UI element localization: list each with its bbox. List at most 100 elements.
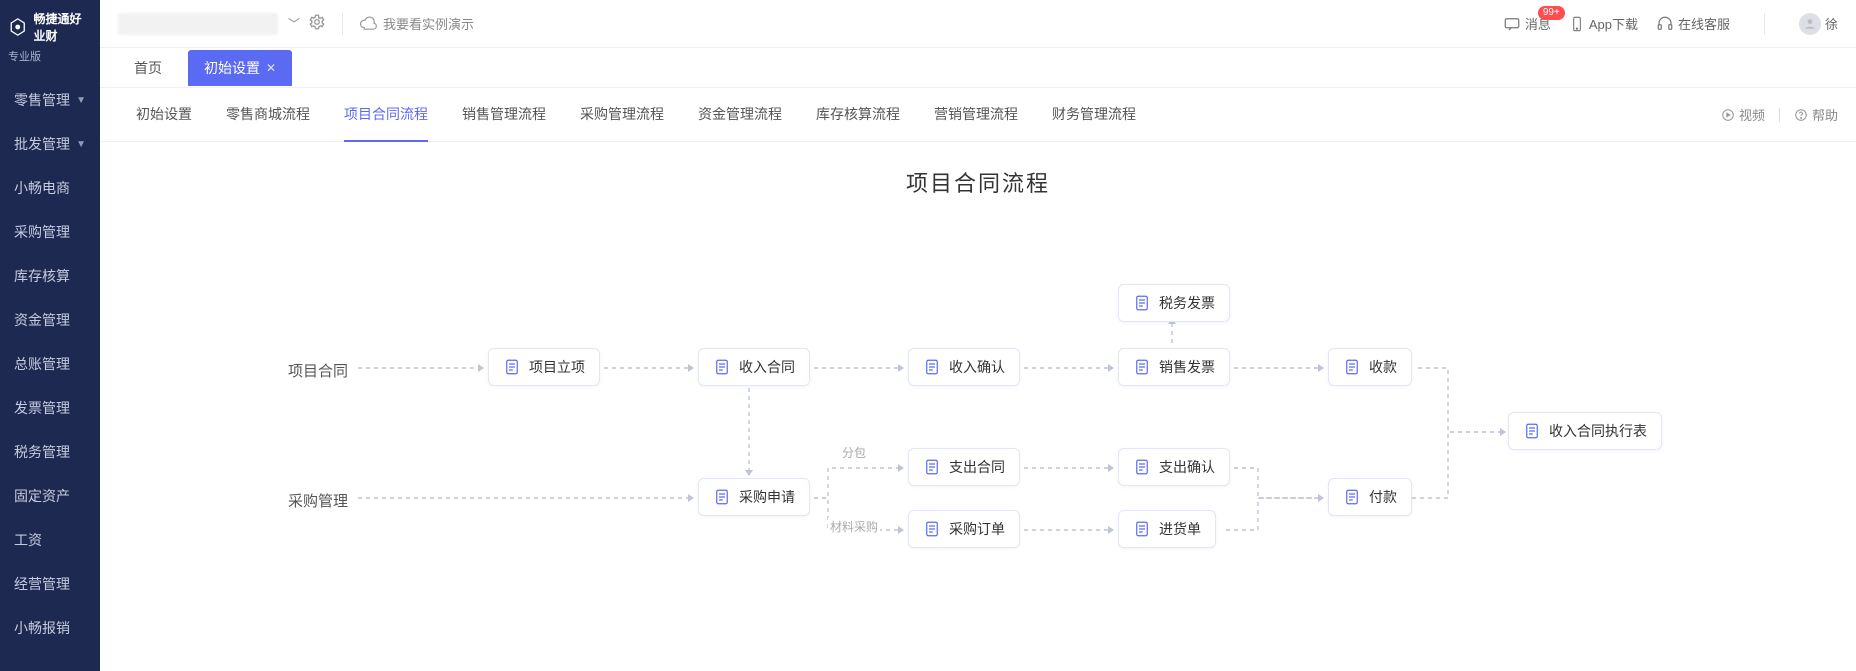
flow-node[interactable]: 付款 (1328, 478, 1412, 516)
subnav-item[interactable]: 项目合同流程 (344, 88, 428, 142)
page-tab[interactable]: 初始设置✕ (188, 50, 292, 86)
app-download-label: App下载 (1589, 14, 1638, 33)
flow-node-label: 收款 (1369, 357, 1397, 377)
brand-block: 畅捷通好业财 (0, 0, 100, 48)
sidebar-item[interactable]: 批发管理▼ (0, 122, 100, 166)
divider (1779, 108, 1780, 122)
flow-node[interactable]: 项目立项 (488, 348, 600, 386)
page-tab[interactable]: 首页 (118, 50, 178, 86)
sidebar-item[interactable]: 小畅电商 (0, 166, 100, 210)
flow-title: 项目合同流程 (100, 142, 1856, 208)
sidebar-item[interactable]: 总账管理 (0, 342, 100, 386)
sidebar-item[interactable]: 资金管理 (0, 298, 100, 342)
cloud-icon (359, 15, 377, 33)
close-icon[interactable]: ✕ (266, 61, 276, 75)
subnav: 初始设置零售商城流程项目合同流程销售管理流程采购管理流程资金管理流程库存核算流程… (100, 88, 1856, 142)
subnav-item[interactable]: 采购管理流程 (580, 88, 664, 142)
topbar-right: 消息 99+ App下载 在线客服 徐 (1503, 13, 1838, 35)
flow-node[interactable]: 收款 (1328, 348, 1412, 386)
brand-logo-icon (8, 15, 28, 39)
headset-icon (1656, 15, 1674, 33)
flow-node[interactable]: 税务发票 (1118, 284, 1230, 322)
messages-link[interactable]: 消息 99+ (1503, 14, 1551, 33)
edge-label: 分包 (840, 444, 868, 461)
flow-node[interactable]: 进货单 (1118, 510, 1216, 548)
sidebar-item-label: 资金管理 (14, 310, 70, 330)
sidebar-item[interactable]: 发票管理 (0, 386, 100, 430)
brand-name: 畅捷通好业财 (34, 10, 93, 44)
help-link[interactable]: 帮助 (1794, 105, 1838, 124)
chat-icon (1503, 15, 1521, 33)
flow-node[interactable]: 收入合同 (698, 348, 810, 386)
sidebar-item-label: 总账管理 (14, 354, 70, 374)
sidebar-item[interactable]: 税务管理 (0, 430, 100, 474)
app-download-link[interactable]: App下载 (1569, 14, 1638, 33)
sidebar-item[interactable]: 工资 (0, 518, 100, 562)
org-selector[interactable]: ﹀ (118, 13, 300, 35)
subnav-item[interactable]: 资金管理流程 (698, 88, 782, 142)
sidebar-item[interactable]: 固定资产 (0, 474, 100, 518)
flow-node-label: 收入合同执行表 (1549, 421, 1647, 441)
video-label: 视频 (1739, 105, 1765, 124)
flow-node-label: 销售发票 (1159, 357, 1215, 377)
demo-label: 我要看实例演示 (383, 14, 474, 33)
sidebar-item-label: 经营管理 (14, 574, 70, 594)
sidebar-item-label: 库存核算 (14, 266, 70, 286)
flow-node[interactable]: 采购申请 (698, 478, 810, 516)
sidebar-item[interactable]: 经营管理 (0, 562, 100, 606)
divider (1764, 13, 1765, 35)
support-link[interactable]: 在线客服 (1656, 14, 1730, 33)
sidebar-item-label: 发票管理 (14, 398, 70, 418)
phone-icon (1569, 16, 1585, 32)
subnav-item[interactable]: 营销管理流程 (934, 88, 1018, 142)
flow-canvas: 项目合同流程 项目合同采购管理 项目立项 收入合同 收入确认 销售发票 税务发票收款收入合… (100, 142, 1856, 671)
messages-badge: 99+ (1538, 6, 1565, 20)
help-label: 帮助 (1812, 105, 1838, 124)
flow-node-label: 采购申请 (739, 487, 795, 507)
flow-node-label: 项目立项 (529, 357, 585, 377)
flow-node-label: 收入合同 (739, 357, 795, 377)
flow-node[interactable]: 销售发票 (1118, 348, 1230, 386)
sidebar-item-label: 小畅电商 (14, 178, 70, 198)
sidebar-item-label: 工资 (14, 530, 42, 550)
flow-node[interactable]: 支出合同 (908, 448, 1020, 486)
subnav-item[interactable]: 财务管理流程 (1052, 88, 1136, 142)
edge-label: 材料采购 (828, 518, 880, 535)
user-menu[interactable]: 徐 (1799, 13, 1838, 35)
flow-node-label: 税务发票 (1159, 293, 1215, 313)
sidebar-nav: 零售管理 ▼ 批发管理▼ 小畅电商采购管理库存核算资金管理总账管理发票管理税务管理固定… (0, 72, 100, 650)
help-icon (1794, 108, 1808, 122)
section-label: 项目合同 (288, 360, 348, 381)
flow-node[interactable]: 收入合同执行表 (1508, 412, 1662, 450)
video-link[interactable]: 视频 (1721, 105, 1765, 124)
sidebar-item[interactable]: 零售管理 ▼ (0, 78, 100, 122)
support-label: 在线客服 (1678, 14, 1730, 33)
chevron-down-icon: ﹀ (288, 15, 300, 32)
sidebar: 畅捷通好业财 专业版 零售管理▼批发管理▼小畅电商采购管理库存核算资金管理总账管… (0, 0, 100, 671)
flow-node[interactable]: 采购订单 (908, 510, 1020, 548)
section-label: 采购管理 (288, 490, 348, 511)
sidebar-item-label: 税务管理 (14, 442, 70, 462)
sidebar-item-label: 采购管理 (14, 222, 70, 242)
gear-icon[interactable] (308, 13, 326, 34)
subnav-item[interactable]: 销售管理流程 (462, 88, 546, 142)
subnav-item[interactable]: 初始设置 (136, 88, 192, 142)
flow-node[interactable]: 收入确认 (908, 348, 1020, 386)
sidebar-item-label: 零售管理 (14, 90, 70, 110)
play-icon (1721, 108, 1735, 122)
subnav-item[interactable]: 库存核算流程 (816, 88, 900, 142)
sidebar-item[interactable]: 库存核算 (0, 254, 100, 298)
topbar: ﹀ 我要看实例演示 消息 99+ App下载 (100, 0, 1856, 48)
sidebar-item[interactable]: 小畅报销 (0, 606, 100, 650)
page-tab-label: 首页 (134, 58, 162, 78)
demo-link[interactable]: 我要看实例演示 (359, 14, 474, 33)
flow-node[interactable]: 支出确认 (1118, 448, 1230, 486)
subnav-item[interactable]: 零售商城流程 (226, 88, 310, 142)
main-area: ﹀ 我要看实例演示 消息 99+ App下载 (100, 0, 1856, 671)
user-name: 徐 (1825, 14, 1838, 33)
sidebar-item[interactable]: 采购管理 (0, 210, 100, 254)
divider (342, 13, 343, 35)
caret-down-icon: ▼ (76, 95, 86, 106)
flow-node-label: 支出合同 (949, 457, 1005, 477)
sidebar-item-label: 批发管理 (14, 134, 70, 154)
